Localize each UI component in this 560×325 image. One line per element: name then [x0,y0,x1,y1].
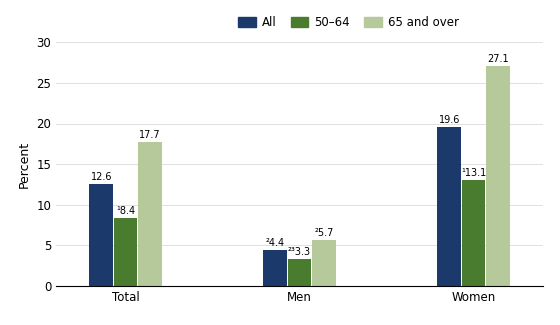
Bar [462,179,486,286]
Bar [114,218,137,286]
Bar [486,66,510,286]
Y-axis label: Percent: Percent [18,140,31,188]
Bar [312,240,336,286]
Text: 12.6: 12.6 [91,172,112,182]
Text: 27.1: 27.1 [487,54,509,64]
Text: 17.7: 17.7 [139,130,161,140]
Text: 19.6: 19.6 [438,115,460,125]
Bar [288,259,311,286]
Bar [263,250,287,286]
Text: ²5.7: ²5.7 [314,227,334,238]
Legend: All, 50–64, 65 and over: All, 50–64, 65 and over [234,11,463,34]
Text: ²³3.3: ²³3.3 [288,247,311,257]
Bar [138,142,162,286]
Text: ¹8.4: ¹8.4 [116,206,135,216]
Text: ²4.4: ²4.4 [265,238,285,248]
Bar [437,127,461,286]
Text: ¹13.1: ¹13.1 [461,167,486,177]
Bar [90,184,113,286]
